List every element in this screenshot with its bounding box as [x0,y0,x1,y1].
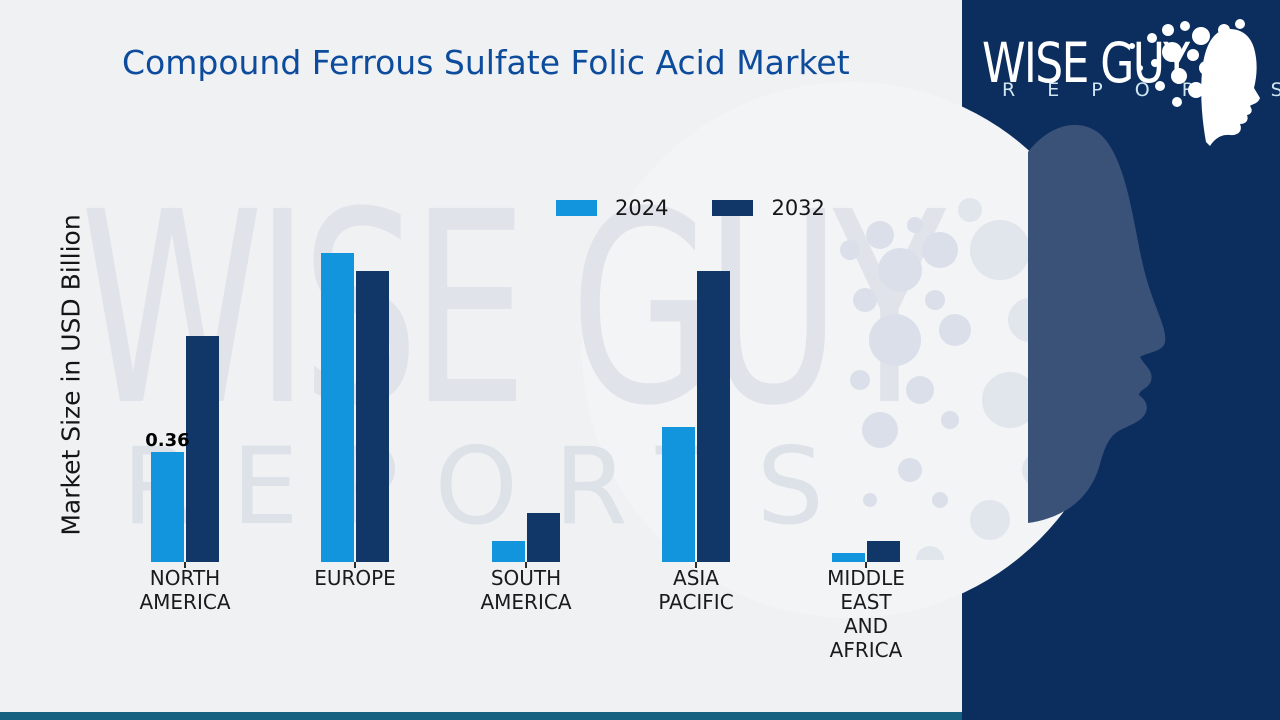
axis-label-line: SOUTH [490,566,562,590]
legend-swatch-2032 [712,200,754,216]
axis-label-middle-east-and-africa: MIDDLE EAST AND AFRICA [776,566,956,662]
axis-label-line: ASIA [673,566,719,590]
bar-2032-asia-pacific [697,271,730,562]
legend-swatch-2024 [556,200,597,216]
axis-label-line: AND [843,614,889,638]
bar-2032-south-america [527,513,560,562]
x-axis-tick-south-america [525,562,527,568]
axis-label-south-america: SOUTH AMERICA [436,566,616,614]
legend-item-2024: 2024 [556,196,668,220]
bar-value-label-north-america-2024: 0.36 [145,430,190,451]
x-axis-tick-europe [354,562,356,568]
bar-2024-europe [321,253,354,562]
bar-2024-asia-pacific [662,427,695,562]
axis-label-north-america: NORTH AMERICA [95,566,275,614]
bar-2024-north-america [151,452,184,562]
legend-label-2024: 2024 [615,196,669,220]
x-axis-tick-north-america [184,562,186,568]
axis-label-line: AMERICA [480,590,572,614]
watermark-wiseguy-text: WISE GUY [80,156,946,464]
chart-legend: 2024 2032 [556,196,825,220]
axis-label-line: PACIFIC [658,590,734,614]
axis-label-line: AMERICA [139,590,231,614]
x-axis-tick-middle-east-and-africa [865,562,867,568]
axis-label-europe: EUROPE [265,566,445,590]
bar-2032-north-america [186,336,219,562]
bar-2024-south-america [492,541,525,562]
page-title: Compound Ferrous Sulfate Folic Acid Mark… [122,43,850,82]
axis-label-line: NORTH [149,566,221,590]
y-axis-label: Market Size in USD Billion [56,214,86,536]
face-silhouette [1028,124,1166,523]
legend-item-2032: 2032 [712,196,825,220]
axis-label-line: AFRICA [829,638,903,662]
footer-accent-bar [0,712,962,720]
axis-label-asia-pacific: ASIA PACIFIC [606,566,786,614]
logo-face-icon [1129,19,1260,147]
axis-label-line: EAST [840,590,892,614]
bar-2024-middle-east-and-africa [832,553,865,562]
bar-2032-europe [356,271,389,562]
legend-label-2032: 2032 [771,196,825,220]
axis-label-line: EUROPE [314,566,396,590]
x-axis-tick-asia-pacific [695,562,697,568]
bar-2032-middle-east-and-africa [867,541,900,562]
axis-label-line: MIDDLE [827,566,905,590]
